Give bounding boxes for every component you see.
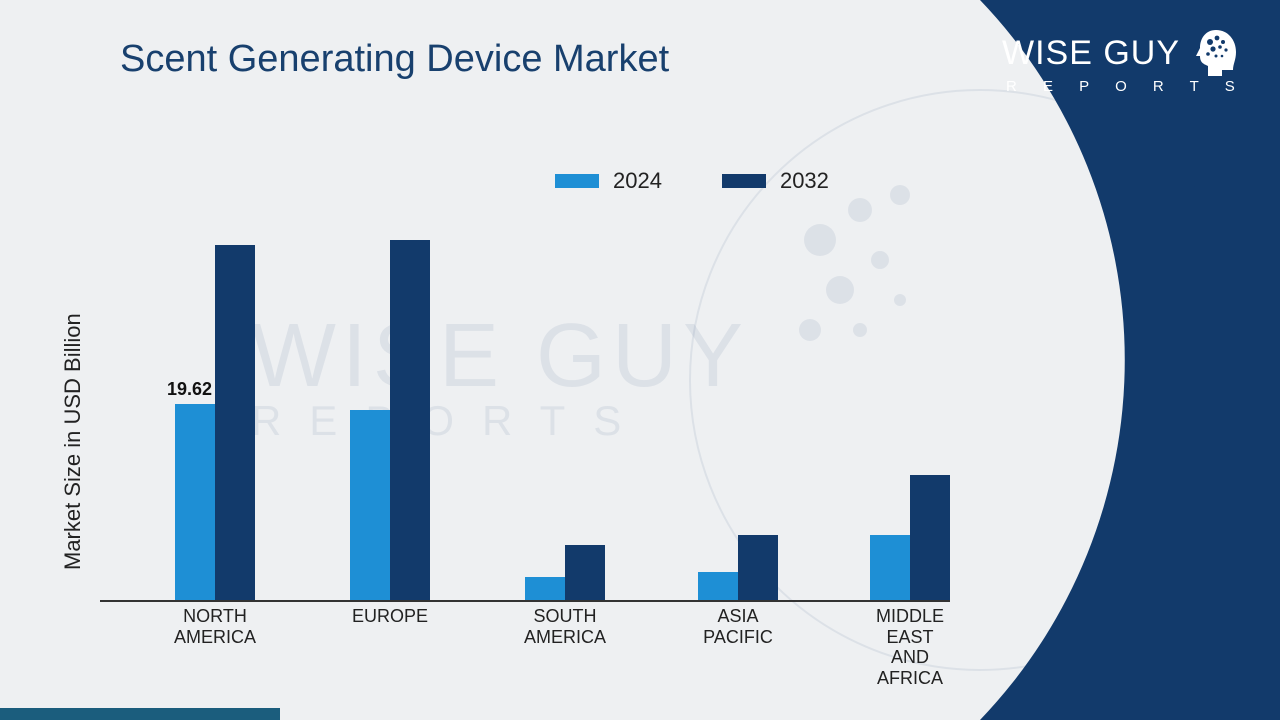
bar-group: ASIA PACIFIC — [673, 200, 803, 600]
bar-group: 19.62NORTH AMERICA — [150, 200, 280, 600]
category-label: EUROPE — [320, 606, 460, 627]
chart-area: 19.62NORTH AMERICA EUROPE SOUTH AMERICA ASI… — [100, 200, 950, 600]
bar — [738, 535, 778, 600]
bar — [525, 577, 565, 600]
bar — [870, 535, 910, 600]
bar-group: SOUTH AMERICA — [500, 200, 630, 600]
bar — [698, 572, 738, 600]
bar — [565, 545, 605, 600]
category-label: SOUTH AMERICA — [495, 606, 635, 647]
legend-item-2024: 2024 — [555, 168, 662, 194]
stage: WISE GUY REPORTS Scent Generating Device… — [0, 0, 1280, 720]
bar — [350, 410, 390, 600]
legend-label-2024: 2024 — [613, 168, 662, 194]
legend-swatch-2032 — [722, 174, 766, 188]
legend-item-2032: 2032 — [722, 168, 829, 194]
bar-pair — [698, 535, 778, 600]
bar-value-label: 19.62 — [167, 379, 212, 400]
bar — [390, 240, 430, 600]
bar — [175, 404, 215, 600]
brand-head-icon — [1186, 26, 1240, 80]
bar-pair — [350, 240, 430, 600]
bar — [215, 245, 255, 600]
legend-swatch-2024 — [555, 174, 599, 188]
chart-title: Scent Generating Device Market — [120, 38, 669, 81]
right-panel — [980, 0, 1280, 720]
category-label: MIDDLE EAST AND AFRICA — [840, 606, 980, 689]
bar-pair — [175, 245, 255, 600]
brand-line2: R E P O R T S — [1002, 78, 1252, 95]
category-label: ASIA PACIFIC — [668, 606, 808, 647]
bar-group: EUROPE — [325, 200, 455, 600]
bar-pair — [525, 545, 605, 600]
bar — [910, 475, 950, 600]
y-axis-label: Market Size in USD Billion — [60, 313, 86, 570]
x-axis-baseline — [100, 600, 950, 602]
legend: 2024 2032 — [555, 168, 829, 194]
right-panel-shape — [980, 0, 1280, 720]
bar-group: MIDDLE EAST AND AFRICA — [845, 200, 975, 600]
bar-pair — [870, 475, 950, 600]
brand-line1: WISE GUY — [1002, 34, 1180, 73]
legend-label-2032: 2032 — [780, 168, 829, 194]
brand-logo: WISE GUY R E P O R T S — [1002, 26, 1252, 95]
bottom-accent-bar — [0, 708, 280, 720]
category-label: NORTH AMERICA — [145, 606, 285, 647]
